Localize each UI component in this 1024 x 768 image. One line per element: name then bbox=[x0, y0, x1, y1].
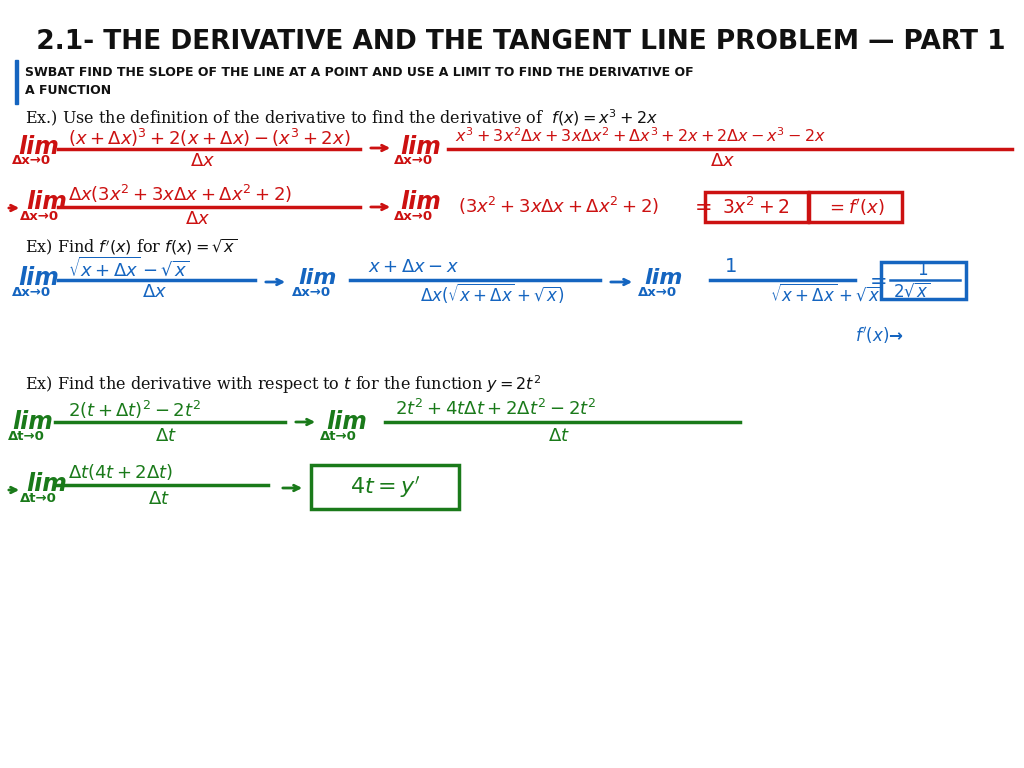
Text: $1$: $1$ bbox=[724, 257, 736, 276]
Text: $\Delta t(4t+2\Delta t)$: $\Delta t(4t+2\Delta t)$ bbox=[68, 462, 173, 482]
Text: $=f'(x)$: $=f'(x)$ bbox=[825, 197, 885, 217]
Text: $\sqrt{x+\Delta x}+\sqrt{x}$: $\sqrt{x+\Delta x}+\sqrt{x}$ bbox=[770, 283, 883, 305]
Text: Ex) Find the derivative with respect to $t$ for the function $y = 2t^2$: Ex) Find the derivative with respect to … bbox=[25, 374, 542, 396]
Text: lim: lim bbox=[400, 190, 441, 214]
Text: Δx→0: Δx→0 bbox=[20, 210, 59, 223]
Text: $\Delta t$: $\Delta t$ bbox=[148, 490, 170, 508]
Text: Δx→0: Δx→0 bbox=[638, 286, 677, 299]
Text: Δx→0: Δx→0 bbox=[12, 154, 51, 167]
Text: lim: lim bbox=[12, 410, 53, 434]
Text: $2t^2+4t\Delta t+2\Delta t^2-2t^2$: $2t^2+4t\Delta t+2\Delta t^2-2t^2$ bbox=[395, 399, 597, 419]
FancyBboxPatch shape bbox=[809, 191, 901, 221]
Text: $\Delta x(3x^2+3x\Delta x+\Delta x^2+2)$: $\Delta x(3x^2+3x\Delta x+\Delta x^2+2)$ bbox=[68, 183, 292, 205]
Text: $x+\Delta x - x$: $x+\Delta x - x$ bbox=[368, 258, 459, 276]
Text: lim: lim bbox=[644, 268, 682, 288]
Text: $3x^2+2$: $3x^2+2$ bbox=[722, 197, 790, 218]
Text: $4t = y'$: $4t = y'$ bbox=[350, 475, 420, 500]
Text: $\Delta x$: $\Delta x$ bbox=[190, 152, 215, 170]
FancyBboxPatch shape bbox=[705, 191, 808, 221]
Text: lim: lim bbox=[26, 190, 67, 214]
Text: Ex.) Use the definition of the derivative to find the derivative of  $f(x) = x^3: Ex.) Use the definition of the derivativ… bbox=[25, 108, 658, 128]
Text: Δt→0: Δt→0 bbox=[319, 429, 357, 442]
Text: $\Delta t$: $\Delta t$ bbox=[155, 427, 177, 445]
Text: Δx→0: Δx→0 bbox=[394, 210, 433, 223]
Text: $\Delta x$: $\Delta x$ bbox=[142, 283, 167, 301]
Text: $x^3+3x^2\Delta x+3x\Delta x^2+\Delta x^3+2x+2\Delta x-x^3-2x$: $x^3+3x^2\Delta x+3x\Delta x^2+\Delta x^… bbox=[455, 127, 826, 145]
Text: $1$: $1$ bbox=[918, 261, 929, 279]
Text: $f'(x)$→: $f'(x)$→ bbox=[855, 325, 904, 346]
Text: Δt→0: Δt→0 bbox=[20, 492, 57, 505]
Text: SWBAT FIND THE SLOPE OF THE LINE AT A POINT AND USE A LIMIT TO FIND THE DERIVATI: SWBAT FIND THE SLOPE OF THE LINE AT A PO… bbox=[25, 65, 693, 78]
Text: $\Delta x(\sqrt{x+\Delta x}+\sqrt{x})$: $\Delta x(\sqrt{x+\Delta x}+\sqrt{x})$ bbox=[420, 281, 565, 305]
Text: $\Delta t$: $\Delta t$ bbox=[548, 427, 570, 445]
Text: $\Delta x$: $\Delta x$ bbox=[710, 152, 735, 170]
Bar bbox=[15, 60, 18, 104]
Text: $(3x^2+3x\Delta x+\Delta x^2+2)$: $(3x^2+3x\Delta x+\Delta x^2+2)$ bbox=[458, 195, 659, 217]
FancyBboxPatch shape bbox=[311, 465, 459, 509]
Text: Δx→0: Δx→0 bbox=[12, 286, 51, 299]
Text: A FUNCTION: A FUNCTION bbox=[25, 84, 112, 97]
Text: lim: lim bbox=[18, 266, 58, 290]
Text: lim: lim bbox=[298, 268, 336, 288]
Text: $2\sqrt{x}$: $2\sqrt{x}$ bbox=[893, 282, 931, 300]
Text: Δx→0: Δx→0 bbox=[394, 154, 433, 167]
Text: $\Delta x$: $\Delta x$ bbox=[185, 210, 210, 228]
Text: 2.1- THE DERIVATIVE AND THE TANGENT LINE PROBLEM — PART 1: 2.1- THE DERIVATIVE AND THE TANGENT LINE… bbox=[18, 29, 1006, 55]
Text: Δt→0: Δt→0 bbox=[8, 429, 45, 442]
Text: lim: lim bbox=[26, 472, 67, 496]
Text: $=$: $=$ bbox=[690, 196, 712, 216]
Text: lim: lim bbox=[18, 135, 58, 159]
Text: $2(t+\Delta t)^2 - 2t^2$: $2(t+\Delta t)^2 - 2t^2$ bbox=[68, 399, 202, 421]
Text: lim: lim bbox=[326, 410, 367, 434]
FancyBboxPatch shape bbox=[881, 261, 966, 299]
Text: Δx→0: Δx→0 bbox=[292, 286, 331, 299]
Text: Ex) Find $f'(x)$ for $f(x) = \sqrt{x}$: Ex) Find $f'(x)$ for $f(x) = \sqrt{x}$ bbox=[25, 238, 238, 258]
Text: $\sqrt{x+\Delta x} - \sqrt{x}$: $\sqrt{x+\Delta x} - \sqrt{x}$ bbox=[68, 257, 189, 280]
Text: $=$: $=$ bbox=[865, 270, 887, 290]
Text: lim: lim bbox=[400, 135, 441, 159]
Text: $(x+\Delta x)^3+2(x+\Delta x)-(x^3+2x)$: $(x+\Delta x)^3+2(x+\Delta x)-(x^3+2x)$ bbox=[68, 127, 350, 149]
